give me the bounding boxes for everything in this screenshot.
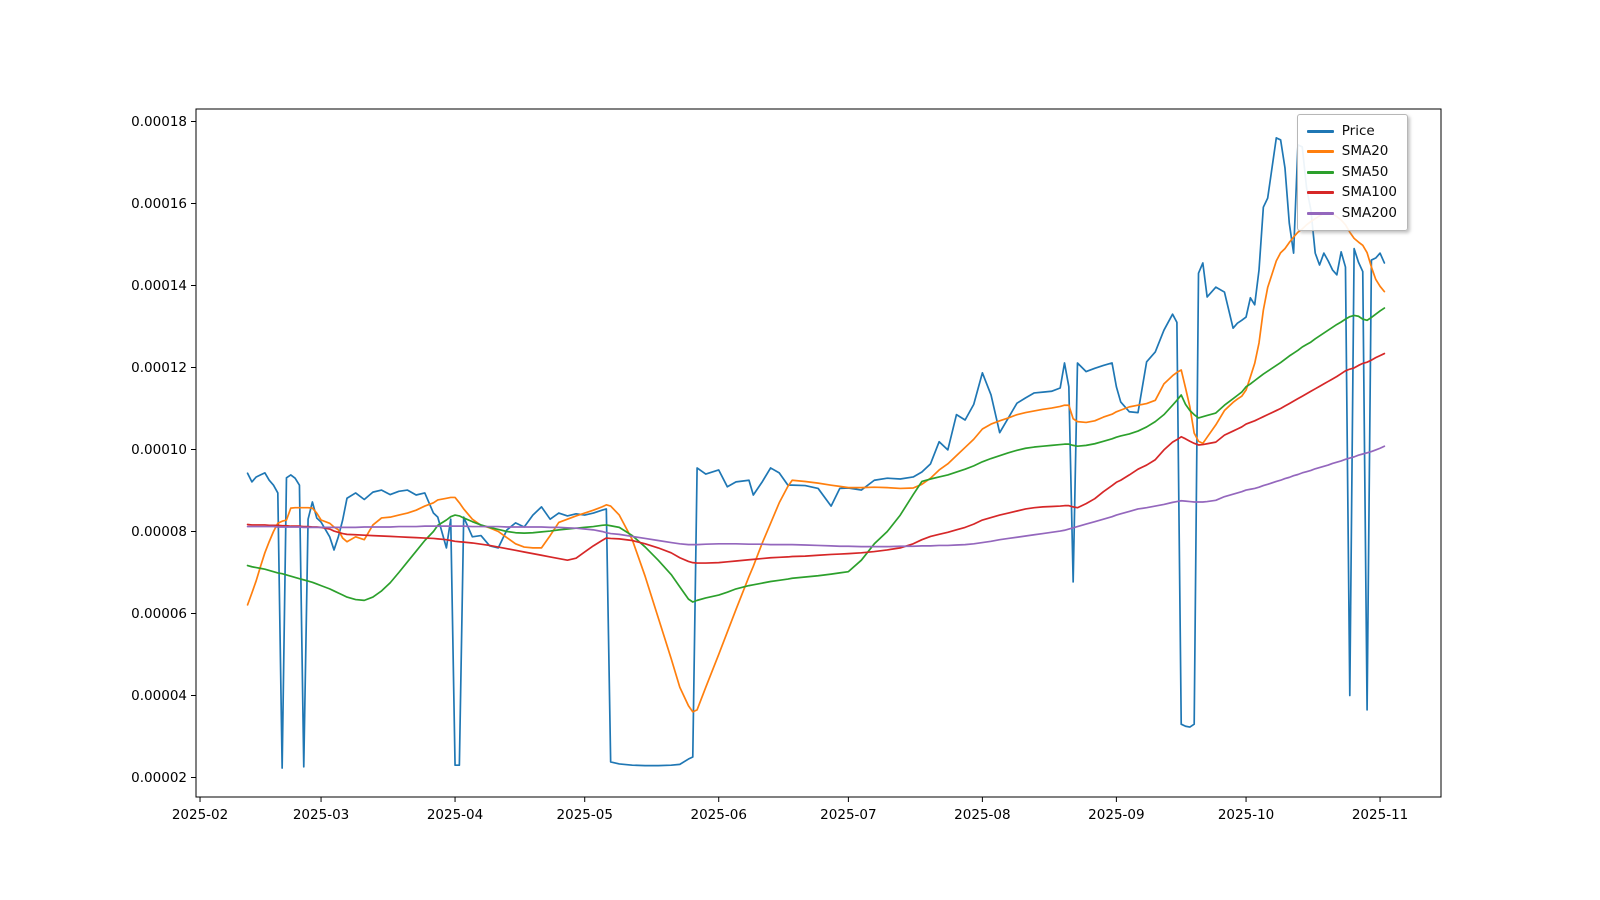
series-line-price (246, 137, 1386, 769)
sma200-line-swatch (1306, 211, 1334, 215)
y-tick-label: 0.00018 (131, 114, 187, 130)
x-tick-label: 2025-06 (691, 807, 747, 823)
legend-label-sma50: SMA50 (1341, 163, 1389, 180)
series-line-sma100 (246, 352, 1386, 564)
x-tick-label: 2025-02 (172, 807, 228, 823)
sma50-line-swatch (1306, 170, 1334, 174)
legend-item-sma200: SMA200 (1306, 203, 1397, 224)
sma20-line-swatch (1306, 150, 1334, 154)
plot-border (195, 108, 1442, 798)
y-tick-label: 0.00012 (131, 360, 187, 376)
y-tick-label: 0.00004 (131, 688, 187, 704)
x-tick-label: 2025-10 (1218, 807, 1274, 823)
legend-label-sma20: SMA20 (1341, 143, 1389, 159)
legend-label-price: Price (1341, 122, 1375, 139)
legend: Price SMA20 SMA50 SMA100 SMA200 (1296, 114, 1408, 231)
legend-label-sma200: SMA200 (1341, 204, 1397, 221)
legend-label-sma100: SMA100 (1341, 184, 1397, 200)
x-tick-label: 2025-08 (954, 807, 1010, 823)
sma100-line-swatch (1306, 191, 1334, 195)
x-tick-label: 2025-03 (293, 807, 349, 823)
price-line-swatch (1306, 129, 1334, 133)
y-tick-label: 0.00002 (131, 770, 187, 786)
legend-item-sma50: SMA50 (1306, 162, 1397, 183)
legend-item-price: Price (1306, 121, 1397, 142)
series-line-sma50 (246, 307, 1386, 603)
y-tick-label: 0.00008 (131, 524, 187, 540)
x-tick-label: 2025-04 (427, 807, 483, 823)
x-tick-label: 2025-05 (557, 807, 613, 823)
y-tick-label: 0.00010 (131, 442, 187, 458)
x-tick-label: 2025-07 (820, 807, 876, 823)
x-tick-label: 2025-11 (1352, 807, 1408, 823)
legend-item-sma100: SMA100 (1306, 183, 1397, 204)
legend-item-sma20: SMA20 (1306, 142, 1397, 163)
series-line-sma20 (246, 211, 1386, 713)
y-tick-label: 0.00006 (131, 606, 187, 622)
x-tick-label: 2025-09 (1088, 807, 1144, 823)
y-tick-label: 0.00016 (131, 196, 187, 212)
series-line-sma200 (246, 445, 1386, 548)
y-tick-label: 0.00014 (131, 278, 187, 294)
